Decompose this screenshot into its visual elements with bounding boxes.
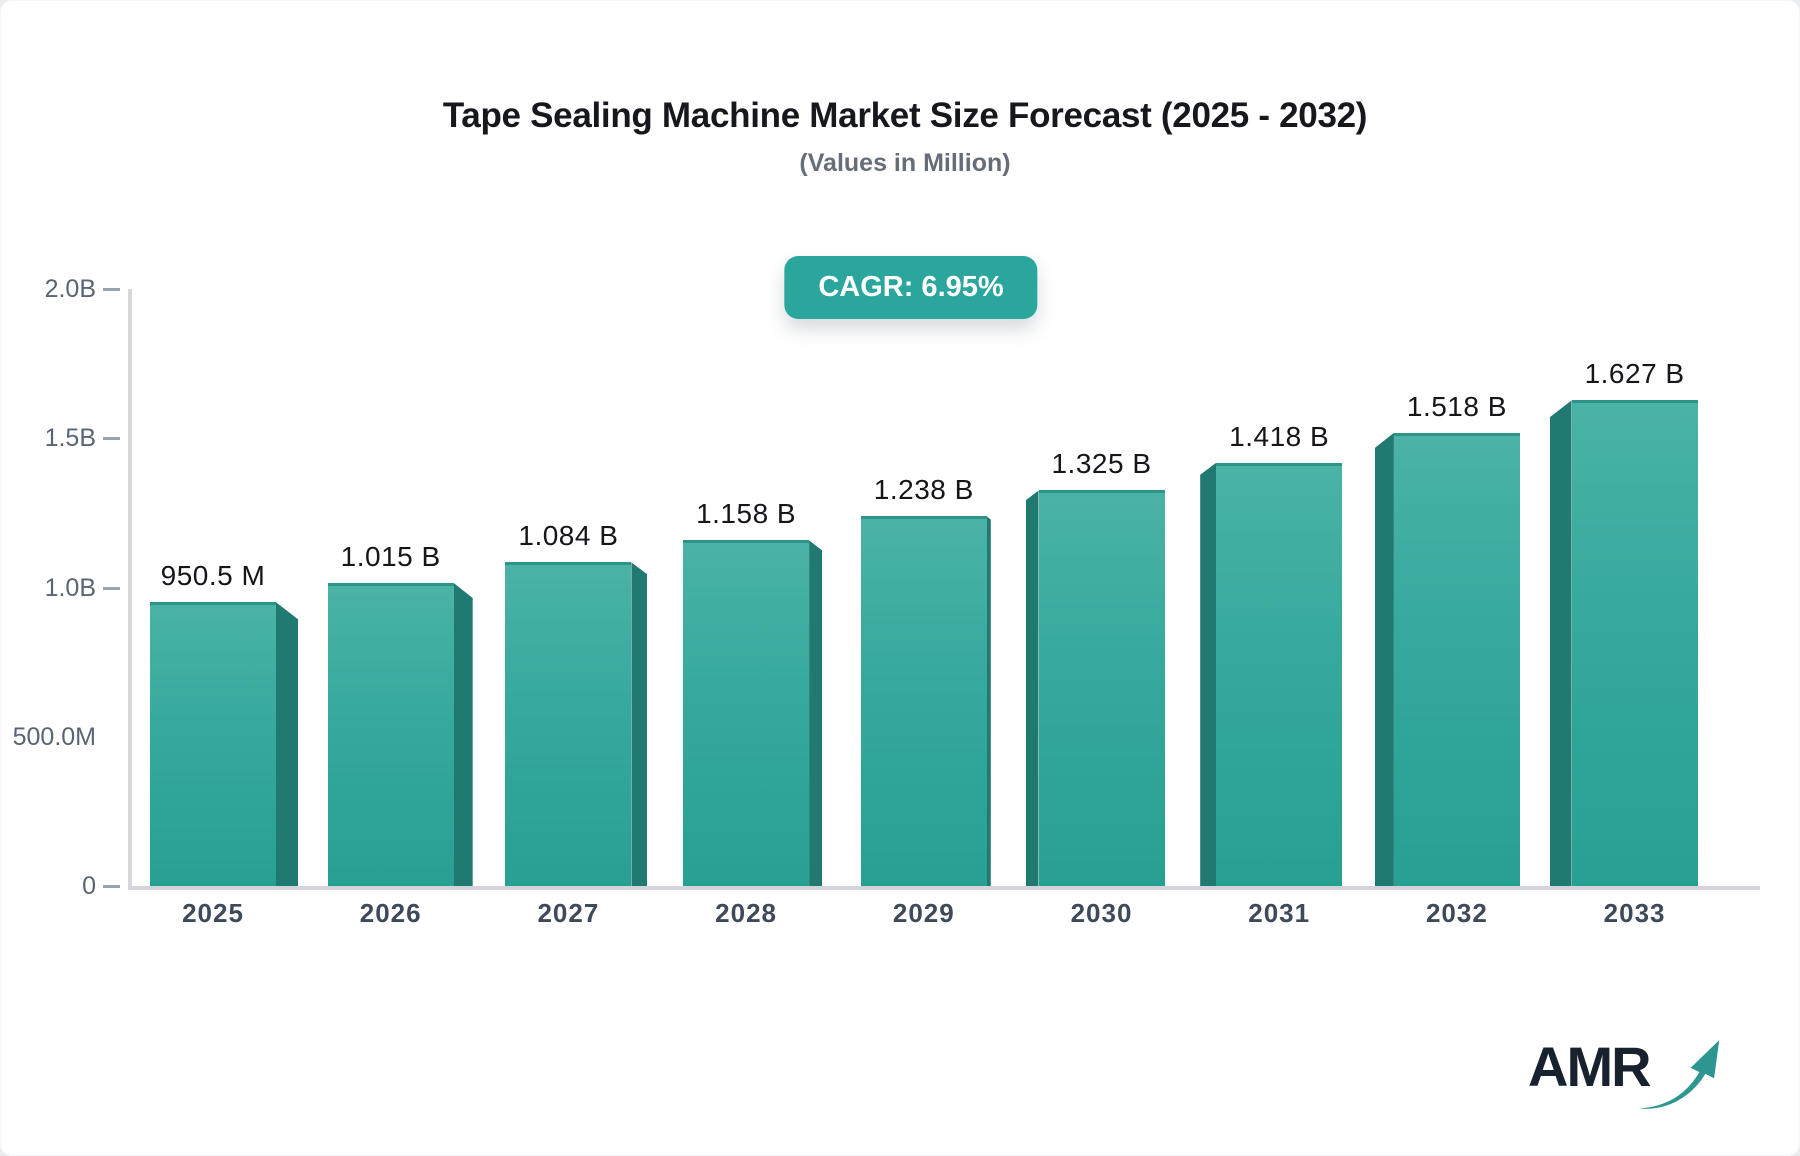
amr-logo-text: AMR [1528, 1035, 1652, 1098]
chart-title: Tape Sealing Machine Market Size Forecas… [442, 96, 1368, 135]
y-axis-label: 2.0B [44, 275, 96, 303]
x-axis-label: 2025 [182, 898, 244, 928]
x-axis-label: 2033 [1603, 898, 1666, 928]
bar-2030 [1038, 490, 1165, 886]
chart-subtitle: (Values in Million) [799, 149, 1011, 177]
bar-value-label: 1.418 B [1229, 420, 1330, 452]
growth-arrow-icon [1638, 1040, 1720, 1109]
bar-side-2027 [631, 562, 648, 886]
bar-value-label: 1.627 B [1584, 358, 1685, 390]
bar-2025 [150, 602, 276, 886]
y-axis-tick [103, 437, 120, 441]
bar-2031 [1216, 462, 1343, 886]
bar-side-2032 [1374, 432, 1394, 886]
bar-value-label: 1.158 B [696, 498, 797, 530]
bar-side-2026 [453, 583, 473, 886]
x-axis-label: 2026 [359, 898, 422, 928]
bar-side-2033 [1549, 400, 1572, 886]
x-axis-label: 2028 [715, 898, 778, 928]
y-axis-tick [103, 288, 120, 291]
x-axis-label: 2031 [1248, 898, 1311, 928]
bar-value-label: 950.5 M [160, 560, 266, 592]
bar-value-label: 1.084 B [518, 520, 619, 552]
x-axis-line [128, 886, 1760, 890]
x-axis-label: 2030 [1070, 898, 1133, 928]
bar-side-2030 [1025, 490, 1039, 886]
cagr-badge: CAGR: 6.95% [784, 256, 1038, 319]
bar-2027 [505, 562, 632, 886]
bar-2028 [683, 540, 810, 886]
y-axis-tick [103, 885, 120, 888]
bar-side-2029 [986, 516, 991, 886]
bar-value-label: 1.015 B [340, 541, 441, 573]
x-axis-label: 2032 [1425, 898, 1488, 928]
bar-2029 [860, 516, 987, 886]
bar-side-2028 [809, 540, 823, 886]
bar-value-label: 1.518 B [1406, 390, 1507, 422]
y-axis-label: 500.0M [12, 722, 96, 751]
bar-2026 [327, 583, 454, 886]
y-axis-line [128, 289, 132, 890]
bar-value-label: 1.325 B [1051, 448, 1152, 480]
y-axis-tick [103, 586, 120, 590]
bar-2033 [1571, 400, 1698, 886]
y-axis-label: 1.5B [44, 424, 96, 453]
bar-side-2031 [1200, 462, 1217, 886]
x-axis-label: 2027 [537, 898, 600, 928]
y-axis-label: 1.0B [44, 573, 96, 602]
y-axis-label: 0 [82, 872, 96, 900]
amr-logo: AMR [1528, 1032, 1720, 1112]
bar-2032 [1393, 432, 1520, 886]
x-axis-label: 2029 [892, 898, 955, 928]
bar-side-2025 [276, 602, 298, 886]
bar-value-label: 1.238 B [873, 474, 974, 506]
